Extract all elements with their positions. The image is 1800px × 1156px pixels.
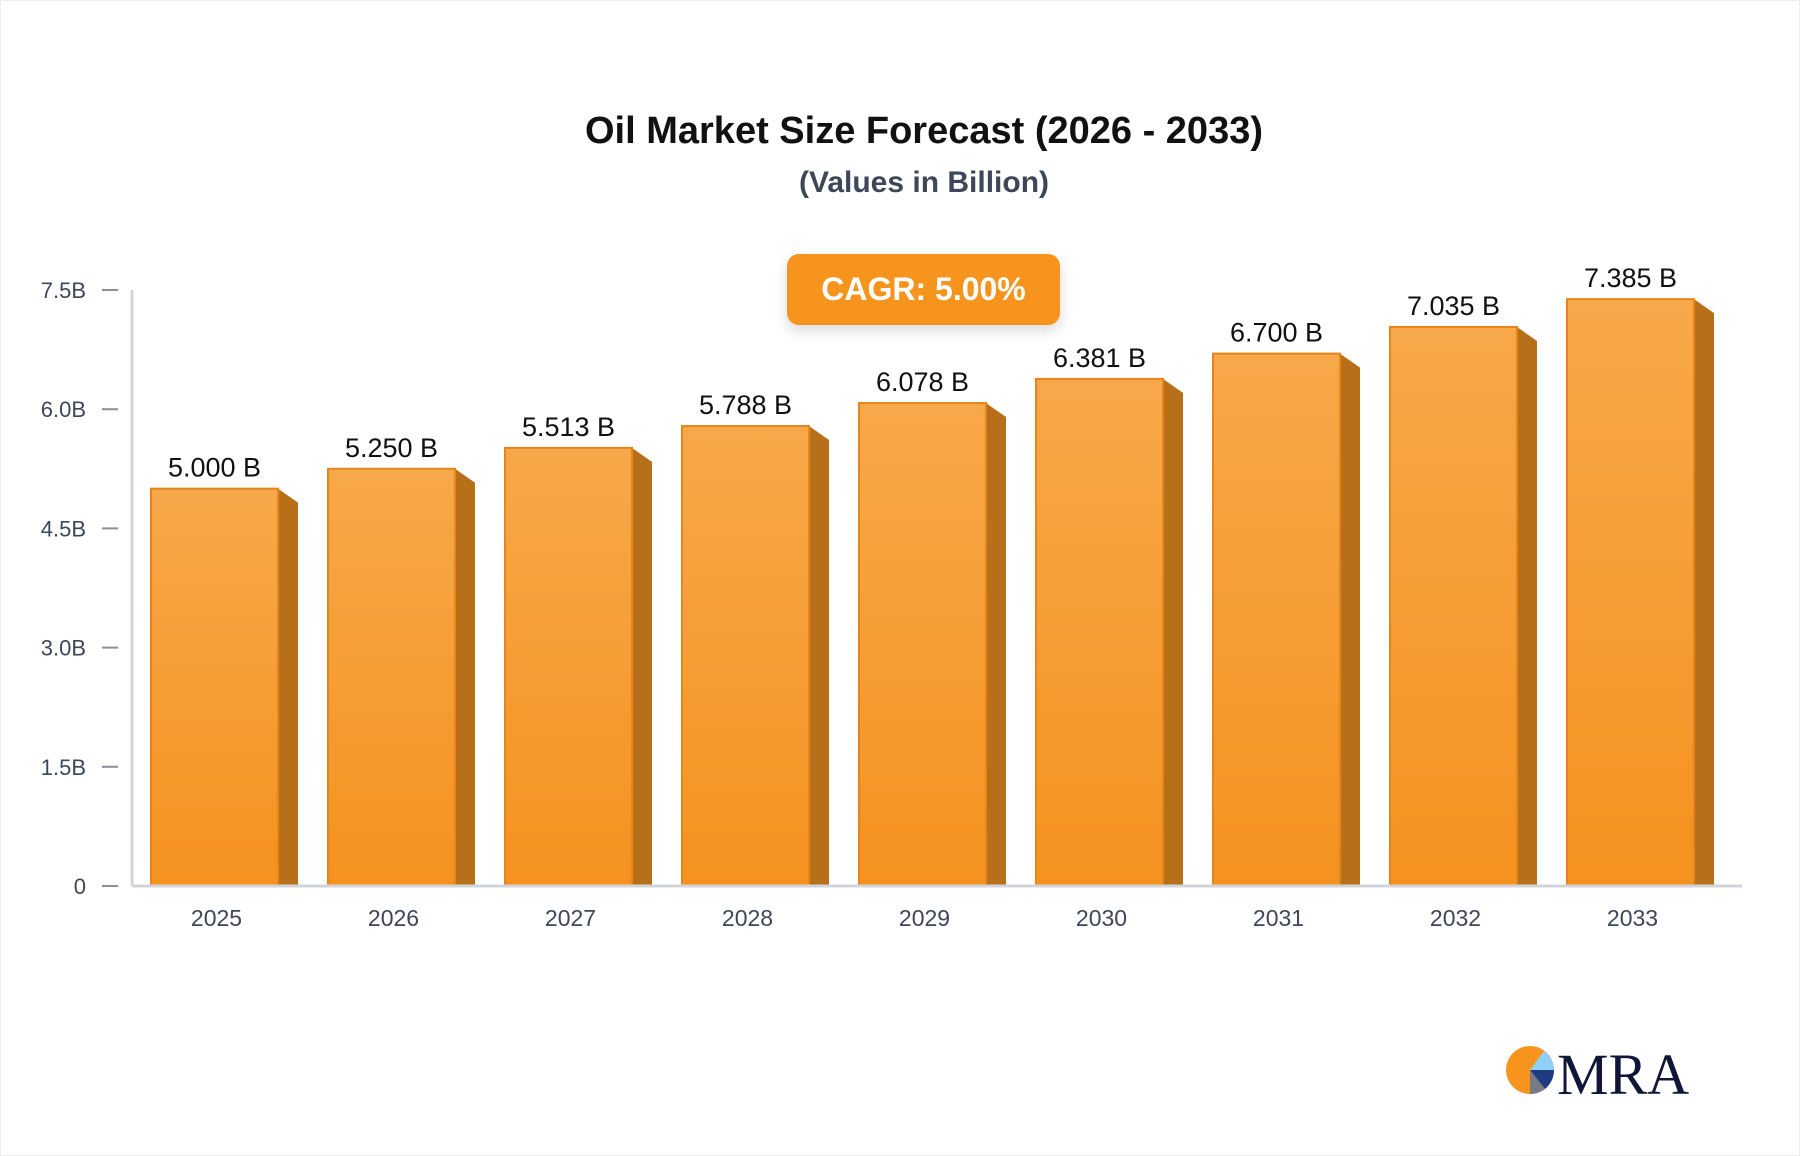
x-tick-label: 2025 <box>191 905 242 931</box>
bar <box>681 425 810 887</box>
bar-data-label: 7.385 B <box>1584 263 1677 293</box>
bar <box>858 402 987 887</box>
y-tick-label: 1.5B <box>41 755 86 780</box>
bar-side <box>1340 353 1360 886</box>
bar-data-label: 6.381 B <box>1053 343 1146 373</box>
svg-text:MRA: MRA <box>1557 1042 1689 1100</box>
bar <box>504 446 633 887</box>
bar-side <box>278 488 298 886</box>
bar-side <box>1694 299 1714 886</box>
bar <box>150 487 279 887</box>
bar-data-label: 5.513 B <box>522 412 615 442</box>
y-tick-label: 6.0B <box>41 397 86 422</box>
bar <box>327 467 456 887</box>
bar-data-label: 5.250 B <box>345 433 438 463</box>
bar <box>1389 325 1518 887</box>
mra-logo: MRA <box>1506 1042 1689 1100</box>
y-tick-label: 4.5B <box>41 516 86 541</box>
x-tick-label: 2028 <box>722 905 773 931</box>
bar-side <box>986 403 1006 886</box>
x-tick-label: 2026 <box>368 905 419 931</box>
chart-subtitle: (Values in Billion) <box>798 166 1050 199</box>
cagr-badge: CAGR: 5.00% <box>787 254 1060 325</box>
bar <box>1212 352 1341 888</box>
bar-side <box>632 447 652 886</box>
y-tick-label: 0 <box>74 874 86 899</box>
bar-data-label: 5.788 B <box>699 390 792 420</box>
bar-side <box>1517 326 1537 886</box>
bar <box>1566 298 1695 887</box>
x-tick-label: 2032 <box>1430 905 1481 931</box>
y-tick-label: 7.5B <box>41 278 86 303</box>
x-tick-label: 2031 <box>1253 905 1304 931</box>
x-tick-label: 2029 <box>899 905 950 931</box>
y-tick-label: 3.0B <box>41 636 86 661</box>
bar-data-label: 7.035 B <box>1407 291 1500 321</box>
bar-side <box>809 426 829 886</box>
bar-side <box>455 468 475 886</box>
bar-data-label: 6.700 B <box>1230 318 1323 348</box>
bar-side <box>1163 378 1183 886</box>
x-tick-label: 2030 <box>1076 905 1127 931</box>
chart-title: Oil Market Size Forecast (2026 - 2033) <box>585 110 1263 152</box>
bar-data-label: 6.078 B <box>876 367 969 397</box>
bar-data-label: 5.000 B <box>168 453 261 483</box>
x-tick-label: 2027 <box>545 905 596 931</box>
bar <box>1035 377 1164 887</box>
x-tick-label: 2033 <box>1607 905 1658 931</box>
